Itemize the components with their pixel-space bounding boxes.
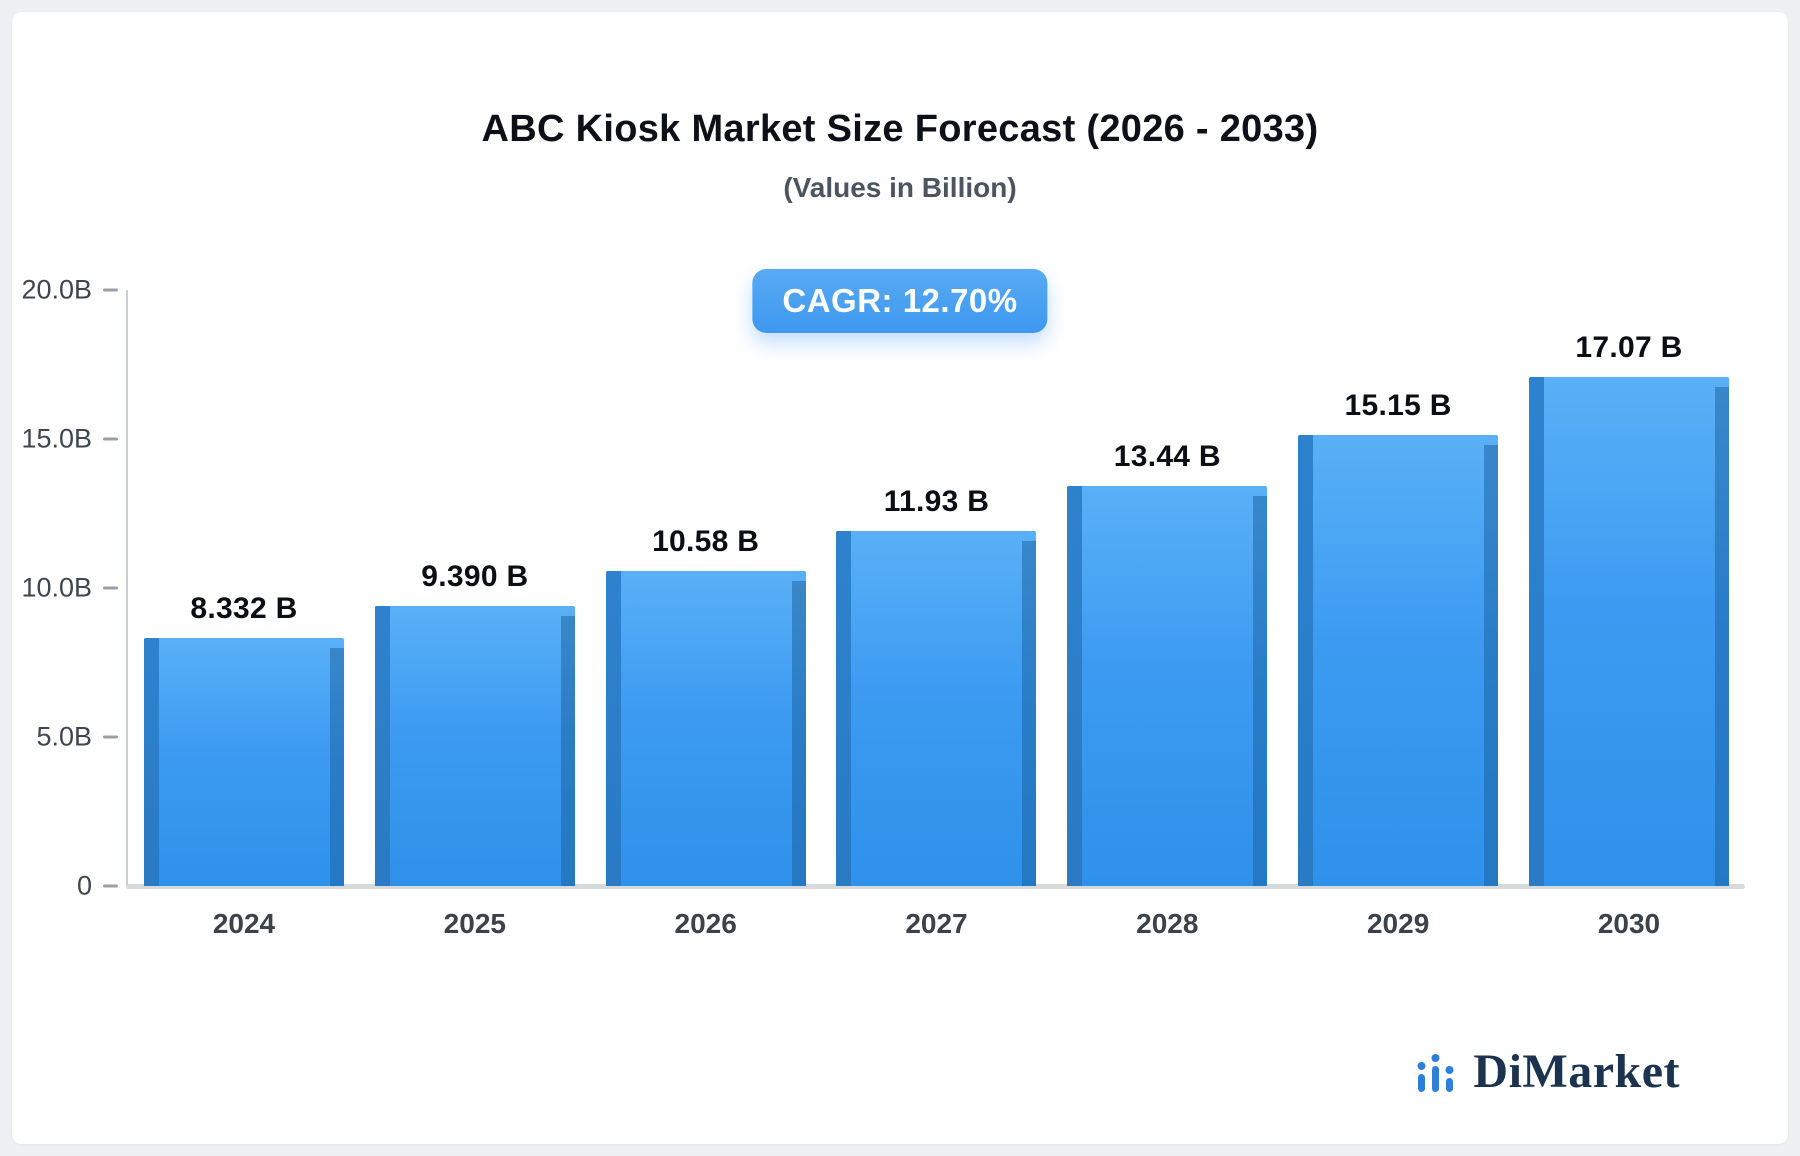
y-axis: 0 5.0B 10.0B 15.0B 20.0B: [18, 275, 118, 901]
bar: [1298, 434, 1499, 887]
bar-group: 10.58 B 2026: [605, 290, 806, 939]
dimarket-logo: DiMarket: [1411, 1046, 1680, 1096]
bar-value-label: 8.332 B: [190, 591, 298, 625]
y-tick-mark: [103, 437, 118, 441]
bar-group: 8.332 B 2024: [144, 290, 344, 939]
bar-chart-icon: [1417, 1054, 1454, 1092]
y-axis-tick-label: 20.0B: [21, 274, 92, 305]
logo-text: DiMarket: [1473, 1045, 1680, 1098]
chart-subtitle: (Values in Billion): [783, 172, 1017, 203]
x-axis-label: 2029: [1366, 908, 1430, 939]
bar-value-label: 9.390 B: [421, 560, 529, 594]
bar-value-label: 11.93 B: [883, 484, 990, 518]
y-tick-mark: [103, 288, 118, 292]
bar: [836, 530, 1037, 886]
x-axis-line: [126, 884, 1745, 889]
y-axis-tick: 20.0B: [21, 275, 118, 306]
bar-value-label: 17.07 B: [1575, 331, 1683, 365]
bar-value-label: 13.44 B: [1113, 439, 1221, 473]
x-axis-label: 2026: [674, 908, 737, 939]
x-axis-label: 2030: [1597, 908, 1661, 939]
bar-group: 13.44 B 2028: [1067, 290, 1268, 939]
y-axis-tick: 5.0B: [36, 722, 118, 753]
x-axis-label: 2024: [212, 908, 276, 939]
bar-value-label: 10.58 B: [652, 524, 760, 558]
y-tick-mark: [103, 735, 118, 739]
bar-group: 9.390 B 2025: [374, 290, 575, 939]
y-axis-tick: 15.0B: [21, 424, 118, 455]
bar-chart: 8.332 B 2024 9.390 B 2025 10.58 B 2026 11.93 B…: [126, 290, 1745, 939]
y-tick-mark: [103, 586, 118, 590]
y-axis-tick-label: 5.0B: [36, 721, 92, 752]
y-axis-tick-label: 15.0B: [21, 423, 92, 454]
bar: [374, 606, 575, 886]
plot-area: 8.332 B 2024 9.390 B 2025 10.58 B 2026 11.93 B…: [126, 290, 1745, 939]
chart-card: ABC Kiosk Market Size Forecast (2026 - 2…: [12, 12, 1788, 1144]
y-axis-tick-label: 10.0B: [21, 572, 92, 603]
bar: [605, 570, 806, 887]
bar: [1528, 377, 1729, 886]
bar-group: 11.93 B 2027: [836, 290, 1037, 939]
y-axis-tick-label: 0: [76, 870, 92, 901]
bar-group: 17.07 B 2030: [1528, 290, 1729, 939]
y-axis-tick: 0: [77, 871, 118, 902]
x-axis-label: 2027: [905, 908, 968, 939]
x-axis-label: 2025: [443, 908, 506, 939]
y-tick-mark: [103, 884, 118, 888]
bar: [1067, 485, 1268, 886]
bar-group: 15.15 B 2029: [1298, 290, 1499, 939]
bar: [144, 637, 344, 887]
chart-title: ABC Kiosk Market Size Forecast (2026 - 2…: [481, 108, 1319, 150]
y-axis-tick: 10.0B: [21, 573, 118, 604]
x-axis-label: 2028: [1136, 908, 1199, 939]
cagr-badge: CAGR: 12.70%: [752, 269, 1048, 333]
bar-value-label: 15.15 B: [1344, 388, 1452, 422]
